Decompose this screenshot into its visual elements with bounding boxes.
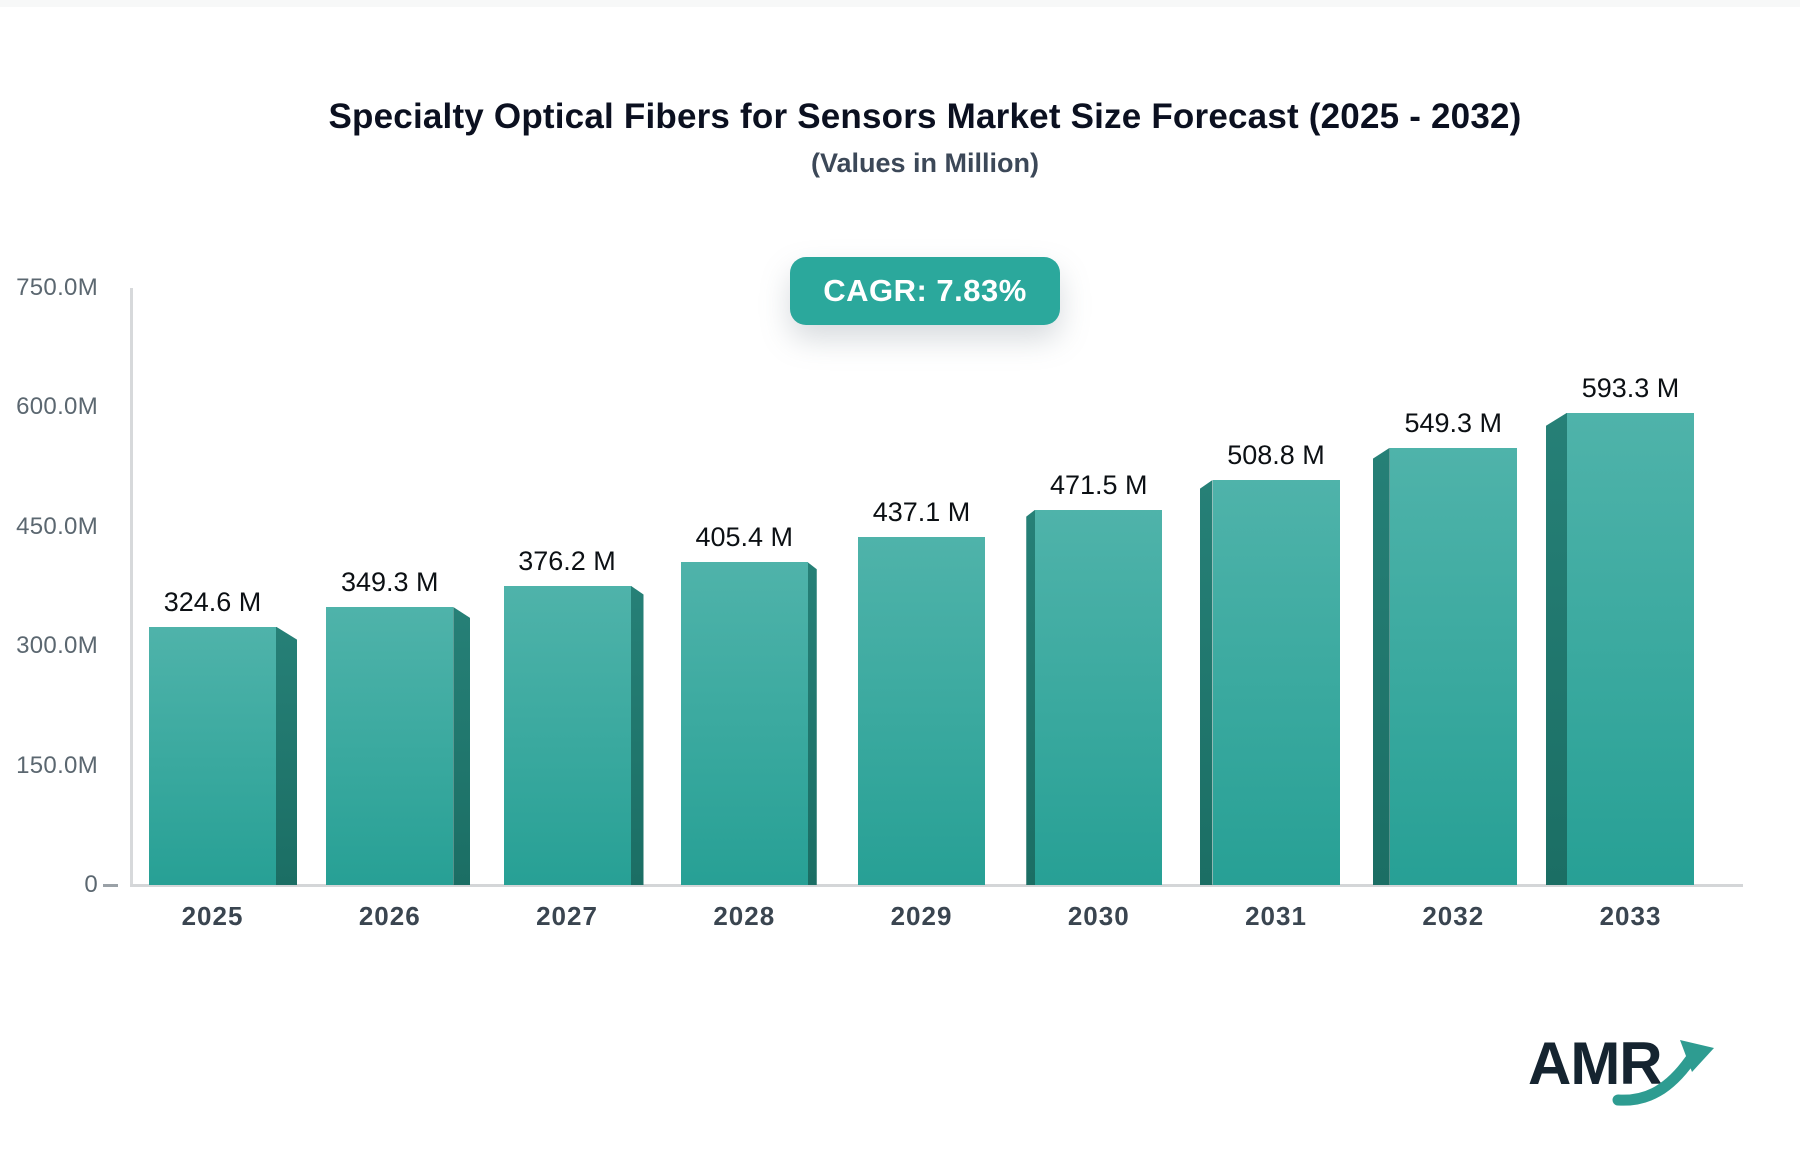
growth-arrow-icon — [1612, 1040, 1714, 1106]
page-title: Specialty Optical Fibers for Sensors Mar… — [328, 97, 1522, 136]
y-axis-line — [130, 288, 133, 886]
chart-header: Specialty Optical Fibers for Sensors Mar… — [25, 96, 1800, 179]
page-subtitle: (Values in Million) — [810, 148, 1040, 178]
x-tick-label-2027: 2027 — [536, 901, 598, 931]
bar-2031[interactable] — [1212, 479, 1340, 885]
bar-value-label: 593.3 M — [1581, 372, 1680, 403]
x-tick-label-2026: 2026 — [358, 901, 421, 931]
bar-side-panel — [276, 626, 297, 885]
bar-side-panel — [630, 585, 644, 885]
zero-tick-mark — [103, 884, 118, 887]
x-tick-label-2028: 2028 — [713, 901, 776, 931]
bar-side-panel — [453, 606, 471, 885]
top-border-strip — [0, 0, 1800, 7]
bar-value-label: 324.6 M — [163, 586, 262, 617]
x-tick-label-2030: 2030 — [1067, 901, 1130, 931]
bar-value-label: 471.5 M — [1049, 469, 1148, 500]
cagr-badge: CAGR: 7.83% — [790, 257, 1060, 325]
amr-logo: AMR — [1528, 1030, 1718, 1110]
bar-2033[interactable] — [1567, 412, 1694, 885]
x-axis-line — [130, 884, 1743, 887]
bar-value-label: 549.3 M — [1404, 407, 1503, 438]
amr-logo-text: AMR — [1528, 1030, 1663, 1097]
bar-2026[interactable] — [326, 606, 454, 885]
y-tick-label: 0 — [84, 871, 98, 898]
bar-side-panel — [1026, 509, 1036, 885]
bar-side-panel — [807, 562, 817, 885]
bar-side-panel — [1372, 447, 1390, 885]
bar-value-label: 376.2 M — [518, 545, 616, 576]
bar-value-label: 508.8 M — [1227, 439, 1325, 470]
y-tick-label: 450.0M — [16, 512, 98, 540]
x-tick-label-2032: 2032 — [1422, 901, 1485, 931]
y-tick-label: 750.0M — [16, 274, 98, 301]
bar-value-label: 437.1 M — [872, 497, 971, 528]
bar-side-panel — [1546, 412, 1567, 885]
x-tick-label-2031: 2031 — [1245, 901, 1307, 931]
bar-value-label: 405.4 M — [695, 522, 794, 553]
bar-2025[interactable] — [149, 626, 276, 885]
bar-2029[interactable] — [858, 537, 985, 885]
bar-2027[interactable] — [503, 585, 631, 885]
bar-2032[interactable] — [1389, 447, 1517, 885]
bar-side-panel — [1199, 479, 1213, 885]
x-tick-label-2025: 2025 — [181, 901, 244, 931]
bar-value-label: 349.3 M — [340, 566, 439, 597]
bar-2028[interactable] — [680, 562, 808, 885]
x-tick-label-2029: 2029 — [890, 901, 953, 931]
y-tick-label: 300.0M — [16, 632, 98, 660]
bar-2030[interactable] — [1035, 509, 1163, 885]
y-tick-label: 150.0M — [16, 751, 98, 779]
y-tick-label: 600.0M — [16, 393, 98, 421]
x-tick-label-2033: 2033 — [1599, 901, 1662, 931]
